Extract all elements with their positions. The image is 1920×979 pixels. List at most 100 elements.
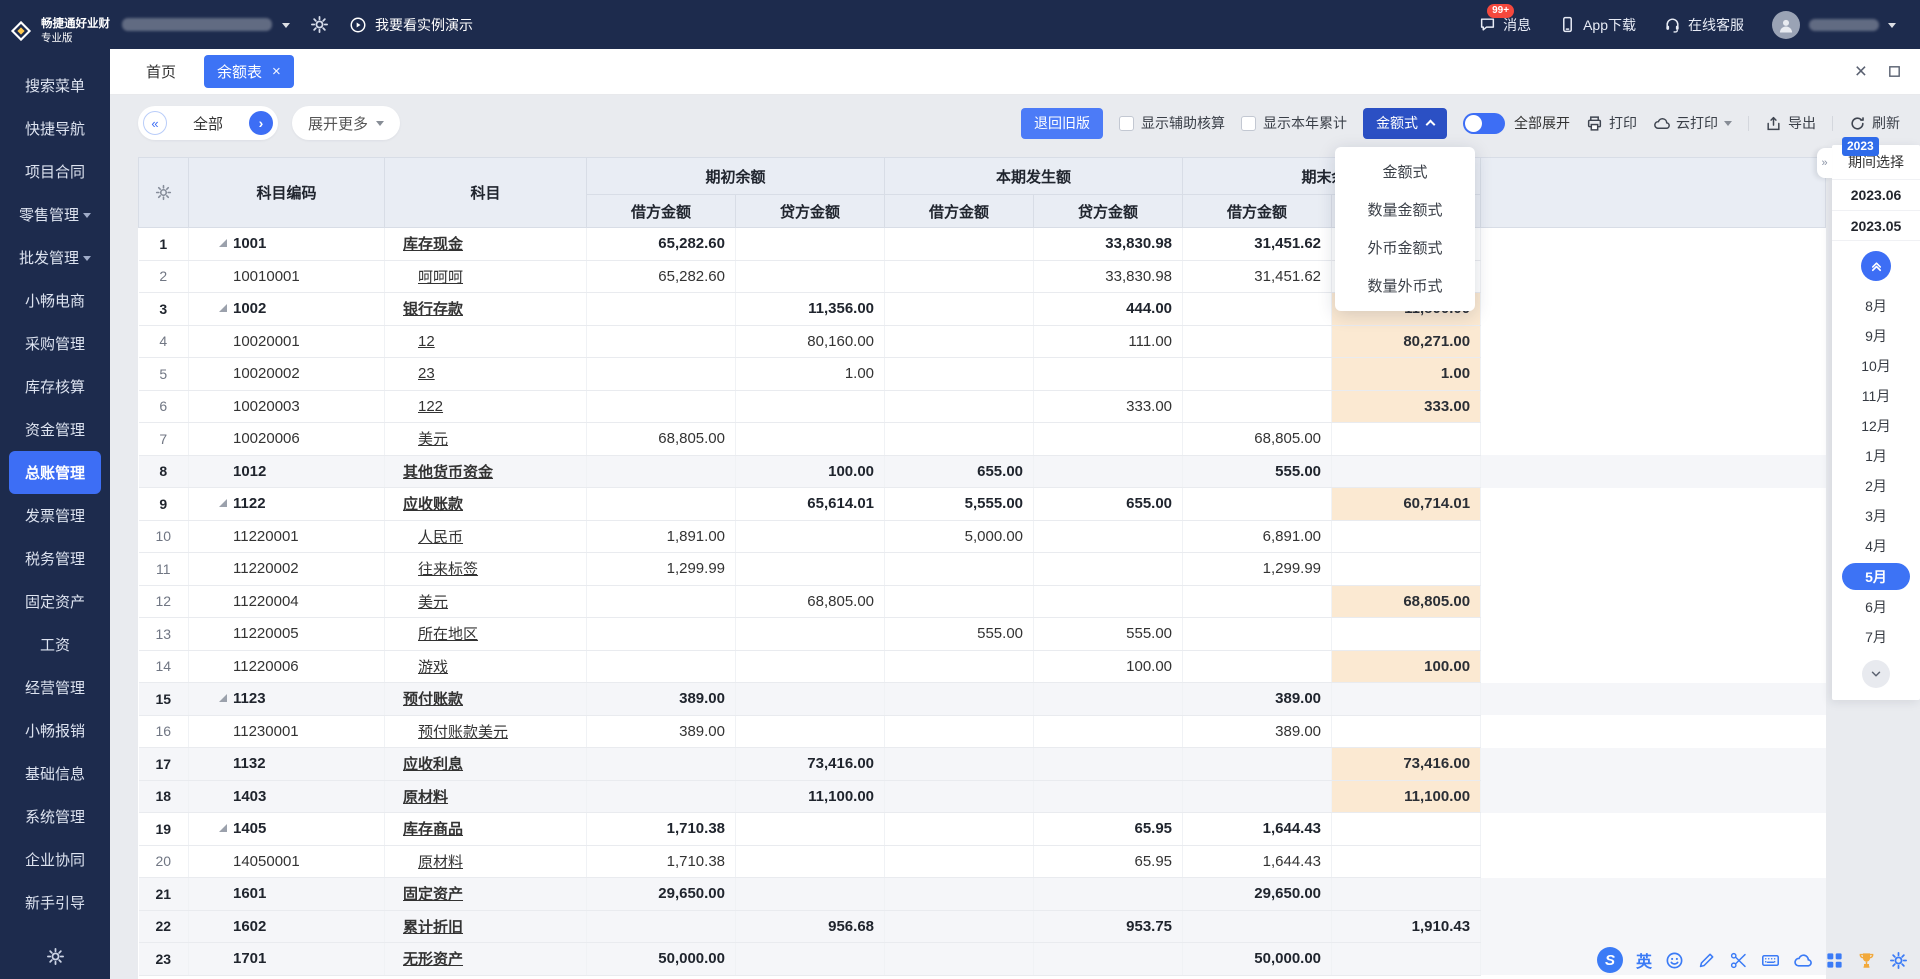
next-account-icon[interactable]: › xyxy=(249,111,273,135)
month-item[interactable]: 2月 xyxy=(1865,478,1887,494)
expand-more-button[interactable]: 展开更多 xyxy=(292,106,401,140)
sidebar-item[interactable]: 资金管理 xyxy=(0,408,110,451)
format-menu-item[interactable]: 数量金额式 xyxy=(1367,202,1443,219)
checkbox-icon[interactable] xyxy=(1119,115,1134,131)
account-name-link[interactable]: 应收账款 xyxy=(403,496,464,514)
screenshot-scissors-icon[interactable] xyxy=(1729,951,1748,970)
account-name-link[interactable]: 固定资产 xyxy=(403,886,464,904)
expand-all-toggle[interactable] xyxy=(1463,112,1505,134)
sidebar-item[interactable]: 小畅报销 xyxy=(0,709,110,752)
month-item[interactable]: 3月 xyxy=(1865,508,1887,524)
sidebar-item[interactable]: 小畅电商 xyxy=(0,279,110,322)
previous-account-icon[interactable]: « xyxy=(143,111,167,135)
month-item[interactable]: 2023 xyxy=(1842,137,1879,156)
month-item[interactable]: 4月 xyxy=(1865,538,1887,554)
gear-icon[interactable] xyxy=(1889,951,1908,970)
account-name-link[interactable]: 累计折旧 xyxy=(403,918,464,936)
sidebar-item[interactable]: 工资 xyxy=(0,623,110,666)
sidebar-item[interactable]: 发票管理 xyxy=(0,494,110,537)
account-name-link[interactable]: 其他货币资金 xyxy=(403,463,494,481)
sidebar-item[interactable]: 采购管理 xyxy=(0,322,110,365)
collapse-triangle-icon[interactable] xyxy=(219,824,227,833)
account-name-link[interactable]: 23 xyxy=(418,365,435,383)
account-name-link[interactable]: 原材料 xyxy=(418,853,464,871)
sidebar-item[interactable]: 基础信息 xyxy=(0,752,110,795)
account-name-link[interactable]: 银行存款 xyxy=(403,301,464,319)
scroll-down-button[interactable] xyxy=(1862,660,1890,688)
tab-balance-sheet[interactable]: 余额表 × xyxy=(204,55,294,88)
sidebar-item[interactable]: 经营管理 xyxy=(0,666,110,709)
account-name-link[interactable]: 游戏 xyxy=(418,658,449,676)
close-icon[interactable]: × xyxy=(1854,60,1867,83)
month-item[interactable]: 11月 xyxy=(1861,388,1891,404)
demo-link[interactable]: 我要看实例演示 xyxy=(349,15,473,35)
app-download-button[interactable]: App下载 xyxy=(1559,15,1636,35)
sidebar-item[interactable]: 总账管理 xyxy=(9,451,101,494)
month-item[interactable]: 5月 xyxy=(1842,563,1910,590)
account-name-link[interactable]: 人民币 xyxy=(418,528,464,546)
sidebar-item[interactable]: 系统管理 xyxy=(0,795,110,838)
sidebar-item[interactable]: 零售管理 xyxy=(0,193,110,236)
account-name-link[interactable]: 预付账款美元 xyxy=(418,723,509,741)
cloud-print-button[interactable]: 云打印 xyxy=(1653,113,1732,133)
format-menu-item[interactable]: 数量外币式 xyxy=(1367,278,1443,295)
emoji-icon[interactable] xyxy=(1665,951,1684,970)
sidebar-item[interactable]: 企业协同 xyxy=(0,838,110,881)
handwriting-pencil-icon[interactable] xyxy=(1697,951,1716,970)
collapse-triangle-icon[interactable] xyxy=(219,239,227,248)
account-name-link[interactable]: 美元 xyxy=(418,593,449,611)
export-button[interactable]: 导出 xyxy=(1765,113,1816,133)
print-button[interactable]: 打印 xyxy=(1586,113,1637,133)
collapse-panel-icon[interactable]: » xyxy=(1817,148,1832,178)
format-menu-item[interactable]: 金额式 xyxy=(1382,164,1428,181)
collapse-triangle-icon[interactable] xyxy=(219,694,227,703)
month-item[interactable]: 10月 xyxy=(1861,358,1891,374)
back-to-old-version-button[interactable]: 退回旧版 xyxy=(1021,107,1103,139)
skin-grid-icon[interactable] xyxy=(1825,951,1844,970)
account-name-link[interactable]: 原材料 xyxy=(403,788,449,806)
account-name-link[interactable]: 往来标签 xyxy=(418,561,479,579)
cloud-sync-icon[interactable] xyxy=(1793,951,1812,970)
account-name-link[interactable]: 预付账款 xyxy=(403,691,464,709)
close-tab-icon[interactable]: × xyxy=(272,63,281,80)
collapse-triangle-icon[interactable] xyxy=(219,499,227,508)
month-item[interactable]: 6月 xyxy=(1865,599,1887,615)
messages-button[interactable]: 99+ 消息 xyxy=(1479,3,1531,35)
account-name-link[interactable]: 库存现金 xyxy=(403,236,464,254)
sidebar-item[interactable]: 新手引导 xyxy=(0,881,110,924)
account-name-link[interactable]: 122 xyxy=(418,397,444,415)
trophy-icon[interactable] xyxy=(1857,951,1876,970)
account-name-link[interactable]: 应收利息 xyxy=(403,756,464,774)
month-item[interactable]: 9月 xyxy=(1865,328,1887,344)
account-name-link[interactable]: 美元 xyxy=(418,431,449,449)
sidebar-item[interactable]: 项目合同 xyxy=(0,150,110,193)
month-item[interactable]: 1月 xyxy=(1865,448,1887,464)
sidebar-item[interactable]: 库存核算 xyxy=(0,365,110,408)
keyboard-icon[interactable] xyxy=(1761,951,1780,970)
month-item[interactable]: 7月 xyxy=(1865,629,1887,645)
sidebar-item[interactable]: 批发管理 xyxy=(0,236,110,279)
quick-period-item[interactable]: 2023.06 xyxy=(1832,179,1920,210)
sidebar-item[interactable]: 搜索菜单 xyxy=(0,64,110,107)
account-name-link[interactable]: 库存商品 xyxy=(403,821,464,839)
account-name-link[interactable]: 12 xyxy=(418,332,435,350)
account-name-link[interactable]: 无形资产 xyxy=(403,951,464,969)
gear-icon[interactable] xyxy=(310,15,329,34)
quick-period-item[interactable]: 2023.05 xyxy=(1832,210,1920,241)
month-item[interactable]: 8月 xyxy=(1865,298,1887,314)
collapse-triangle-icon[interactable] xyxy=(219,304,227,313)
sidebar-item[interactable]: 固定资产 xyxy=(0,580,110,623)
scroll-up-button[interactable] xyxy=(1861,251,1891,281)
account-name-link[interactable]: 呵呵呵 xyxy=(418,268,464,286)
sidebar-settings[interactable] xyxy=(0,933,110,979)
gear-icon[interactable] xyxy=(155,184,172,201)
format-button[interactable]: 金额式 xyxy=(1363,107,1447,139)
checkbox-icon[interactable] xyxy=(1241,115,1256,131)
input-method-logo-icon[interactable]: S xyxy=(1596,947,1623,973)
maximize-icon[interactable] xyxy=(1887,64,1902,79)
refresh-button[interactable]: 刷新 xyxy=(1849,113,1900,133)
ime-language-indicator[interactable]: 英 xyxy=(1635,954,1652,971)
format-menu-item[interactable]: 外币金额式 xyxy=(1367,240,1443,257)
show-auxiliary-checkbox[interactable]: 显示辅助核算 xyxy=(1119,113,1225,133)
user-menu[interactable] xyxy=(1772,10,1896,39)
